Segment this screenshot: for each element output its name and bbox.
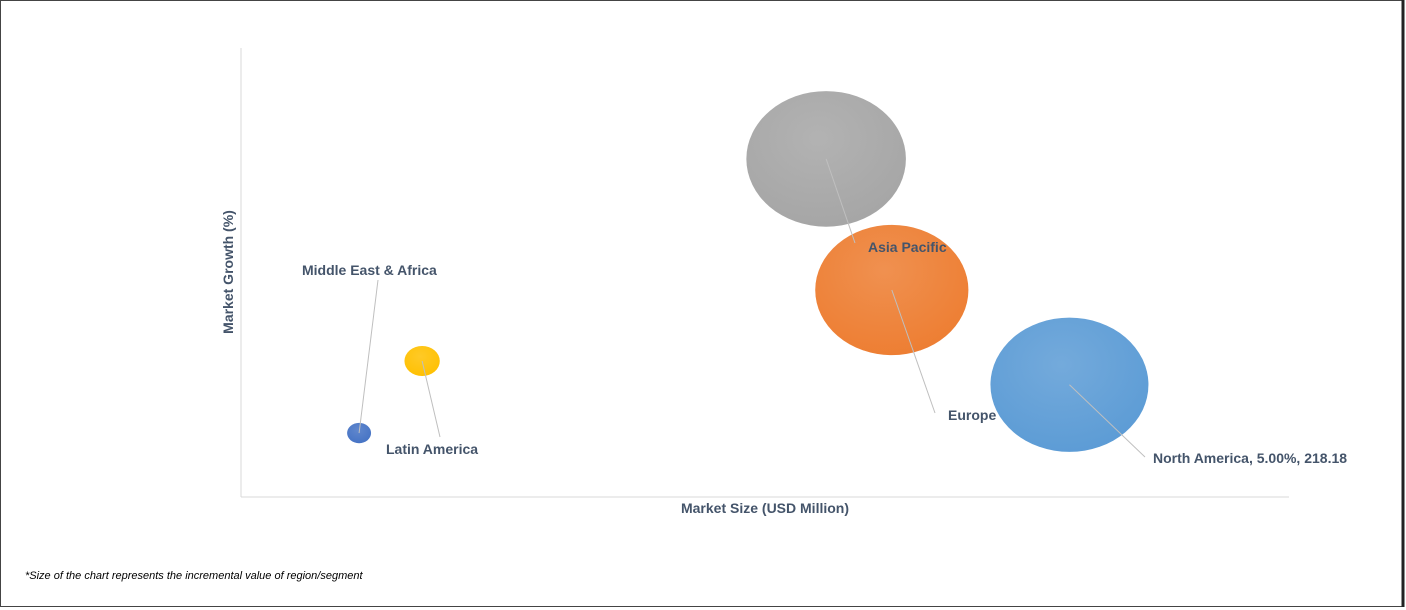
footnote: *Size of the chart represents the increm… — [25, 570, 363, 582]
bubble — [404, 345, 440, 376]
data-label: North America, 5.00%, 218.18 — [1153, 450, 1347, 466]
leader-line — [825, 158, 856, 244]
data-label: Middle East & Africa — [302, 262, 437, 278]
data-label: Europe — [948, 407, 996, 423]
y-axis-label: Market Growth (%) — [220, 210, 236, 334]
leader-line — [421, 360, 441, 438]
plot-area: Asia Pacific Europe North America, 5.00%, … — [302, 91, 1347, 466]
leader-line — [891, 289, 936, 414]
leader-line — [1069, 384, 1146, 458]
data-label: Asia Pacific — [868, 239, 947, 255]
data-label: Latin America — [386, 441, 478, 457]
x-axis-label: Market Size (USD Million) — [681, 500, 849, 516]
leader-line — [358, 279, 379, 434]
